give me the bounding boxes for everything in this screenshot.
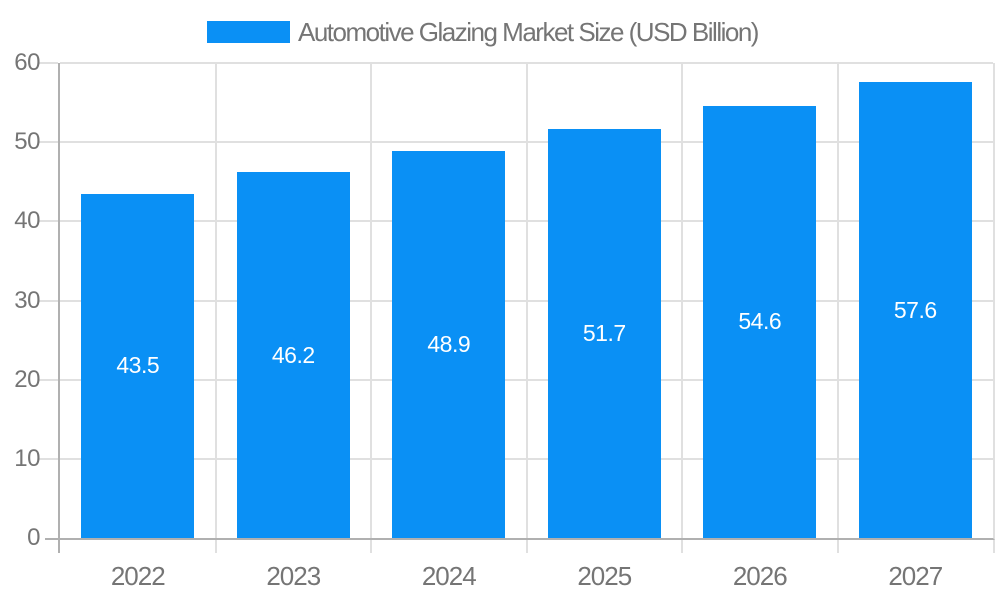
gridline-vertical (370, 63, 372, 538)
gridline-vertical (525, 63, 528, 538)
y-axis-tick-mark (39, 141, 58, 144)
legend-color-swatch (207, 21, 290, 43)
y-axis-tick-label: 40 (14, 207, 40, 235)
x-axis-tick-mark (993, 540, 995, 553)
y-axis-tick-label: 10 (14, 444, 40, 472)
bar[interactable]: 54.6 (703, 105, 817, 538)
y-axis-tick-mark (39, 378, 58, 381)
legend-label: Automotive Glazing Market Size (USD Bill… (298, 16, 759, 47)
bar-value-label: 43.5 (116, 352, 160, 379)
y-axis-tick-mark (39, 220, 58, 223)
bar-value-label: 57.6 (893, 296, 937, 323)
gridline-vertical (836, 63, 839, 538)
bar[interactable]: 51.7 (547, 128, 661, 538)
x-axis-tick-label: 2022 (110, 561, 166, 591)
x-axis-tick-mark (681, 540, 683, 553)
x-axis-tick-mark (836, 540, 839, 553)
legend-item[interactable]: Automotive Glazing Market Size (USD Bill… (207, 16, 759, 47)
bar[interactable]: 57.6 (858, 82, 972, 538)
bar-value-label: 54.6 (738, 308, 782, 335)
gridline-vertical (214, 63, 217, 538)
x-axis-tick-label: 2025 (577, 561, 632, 591)
x-axis-tick-label: 2024 (421, 561, 477, 591)
bar[interactable]: 43.5 (81, 193, 195, 538)
bar-value-label: 51.7 (582, 319, 626, 346)
x-axis-tick-mark (370, 540, 372, 553)
bar[interactable]: 48.9 (392, 150, 506, 538)
plot-area: 43.5 46.2 48.9 51.7 54.6 57.6 (58, 62, 995, 540)
x-axis-tick-label: 2027 (888, 561, 943, 591)
y-axis-tick-mark (39, 62, 58, 64)
y-axis-tick-label: 50 (14, 128, 40, 156)
y-axis-overshoot (58, 540, 60, 553)
x-axis-tick-mark (525, 540, 528, 553)
gridline-vertical (681, 63, 683, 538)
y-axis-tick-label: 20 (14, 365, 40, 393)
x-axis-tick-mark (214, 540, 217, 553)
bar-value-label: 46.2 (271, 341, 315, 368)
x-axis-tick-label: 2026 (732, 561, 788, 591)
y-axis-tick-label: 30 (14, 286, 40, 314)
bar-value-label: 48.9 (427, 330, 471, 357)
y-axis-tick-label: 60 (14, 49, 40, 76)
y-axis-tick-label: 0 (27, 524, 40, 551)
y-axis-tick-mark (39, 457, 58, 460)
x-axis-overshoot (45, 538, 58, 540)
x-axis-tick-label: 2023 (266, 561, 321, 591)
y-axis-tick-mark (39, 299, 58, 302)
bar[interactable]: 46.2 (236, 172, 350, 538)
